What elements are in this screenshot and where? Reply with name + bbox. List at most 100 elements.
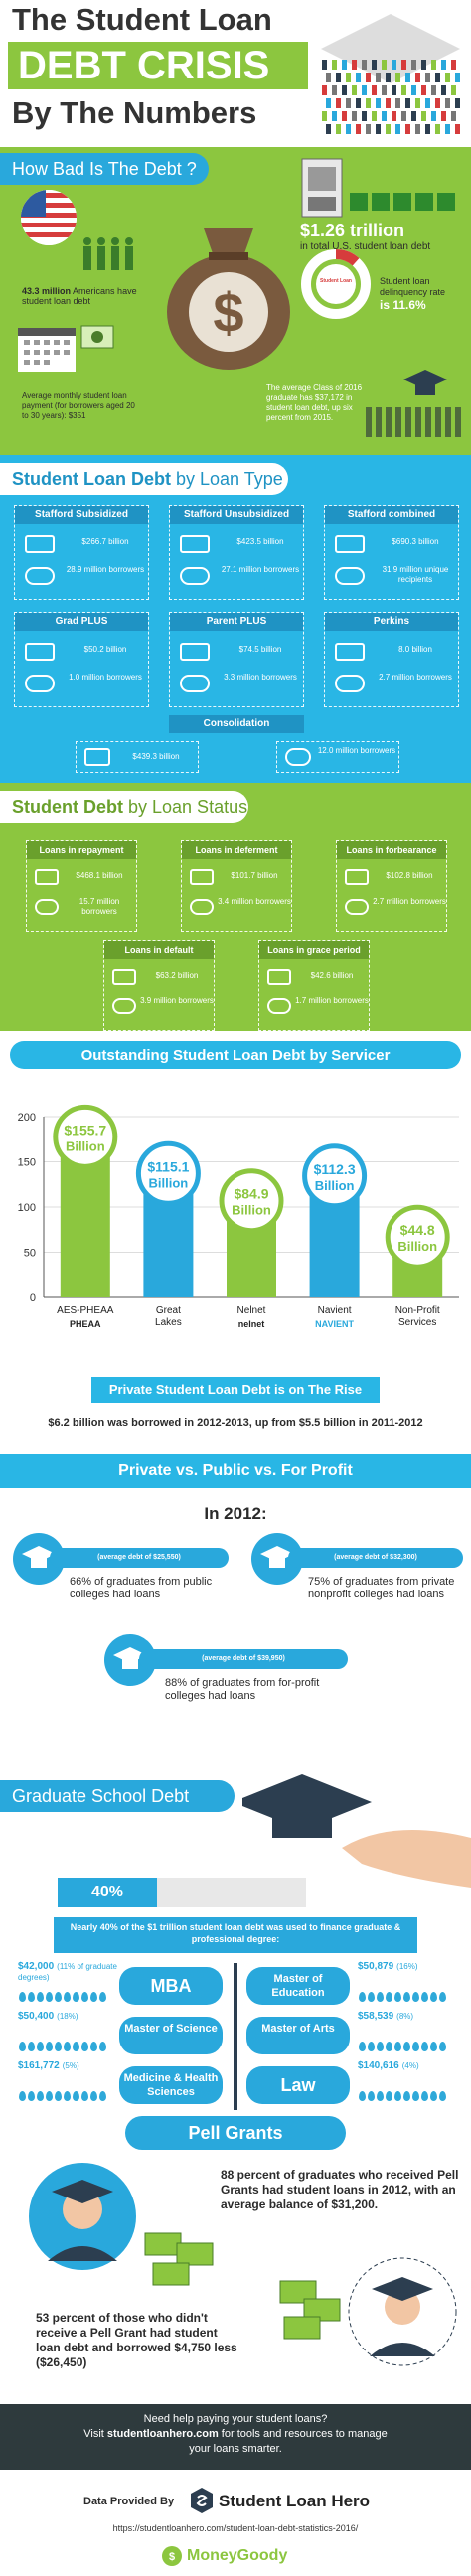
degree-pill: Master of Science [119, 2017, 223, 2054]
x-category-label: Non-Profit [395, 1305, 440, 1316]
loan-type-amount: 8.0 billion [398, 645, 432, 654]
loan-type-tab: Student Loan Debt by Loan Type [0, 463, 288, 495]
borrower-icon [267, 998, 291, 1014]
coins-icon [350, 193, 455, 211]
header: The Student Loan DEBT CRISIS By The Numb… [0, 0, 471, 147]
degree-pill: Medicine & Health Sciences [119, 2066, 223, 2104]
bar-value-unit: Billion [315, 1178, 355, 1193]
svg-text:$: $ [169, 2551, 175, 2563]
loan-type-tab-bold: Student Loan Debt [12, 469, 171, 489]
drop-icon [430, 1992, 437, 2002]
drop-icon [28, 2042, 35, 2051]
drop-icon [359, 2091, 366, 2101]
loan-type-name: Stafford Subsidized [15, 506, 148, 524]
drop-icon [46, 1992, 53, 2002]
svg-text:$: $ [213, 281, 243, 344]
bar-value-label: $84.9 [234, 1186, 268, 1202]
drop-icon [37, 2042, 44, 2051]
delinquency-value: is 11.6% [380, 298, 426, 312]
loan-type-borrowers: 3.3 million borrowers [224, 673, 297, 682]
drop-icon [412, 2042, 419, 2051]
drop-icon [412, 1992, 419, 2002]
loan-status-tab-rest: by Loan Status [123, 797, 248, 817]
loan-status-borrowers: 2.7 million borrowers [373, 897, 446, 906]
bar-value-unit: Billion [66, 1138, 105, 1153]
loan-type-name: Parent PLUS [170, 613, 303, 631]
drop-icon [439, 2042, 446, 2051]
drop-icon [386, 2091, 392, 2101]
loan-type-amount: $50.2 billion [83, 645, 127, 654]
borrower-icon [35, 899, 59, 915]
degree-divider [234, 1963, 237, 2110]
nonprofit-debt-pill: (average debt of $32,300) [288, 1548, 463, 1568]
drop-icon [403, 2042, 410, 2051]
drop-icon [99, 2042, 106, 2051]
total-debt-value: $1.26 trillion [300, 221, 405, 240]
loan-type-section: Student Loan Debt by Loan Type Stafford … [0, 455, 471, 783]
drop-icon [90, 2042, 97, 2051]
bar [143, 1193, 194, 1297]
bar-value-label: $155.7 [64, 1122, 106, 1137]
help-line3: your loans smarter. [189, 2443, 282, 2455]
borrower-icon [190, 899, 214, 915]
private-rise-section: Private Student Loan Debt is on The Rise… [0, 1369, 471, 1448]
total-debt: $1.26 trillion in total U.S. student loa… [300, 221, 469, 252]
borrower-icon [335, 567, 365, 585]
public-text: 66% of graduates from public colleges ha… [70, 1576, 213, 1600]
x-category-label: Lakes [155, 1317, 182, 1328]
header-title-line3: By The Numbers [12, 95, 257, 130]
how-bad-tab: How Bad Is The Debt ? [0, 153, 209, 185]
private-public-year: In 2012: [204, 1504, 267, 1523]
loan-status-name: Loans in grace period [259, 941, 369, 959]
source-url[interactable]: https://studentloanhero.com/student-loan… [112, 2523, 359, 2533]
degree-value-share: (16%) [396, 1962, 418, 1971]
loan-status-card: Loans in forbearance $102.8 billion 2.7 mi… [336, 840, 447, 932]
x-category-label: Services [398, 1317, 436, 1328]
bar-value-bubble [53, 1104, 118, 1169]
borrower-icon [25, 567, 55, 585]
degree-value-number: $161,772 [18, 2060, 60, 2071]
drop-icon [55, 2091, 62, 2101]
how-bad-section: How Bad Is The Debt ? 43.3 million Ameri… [0, 147, 471, 455]
money-icon [35, 869, 59, 885]
drop-icon [64, 1992, 71, 2002]
forprofit-debt-pill: (average debt of $39,950) [139, 1649, 348, 1669]
drop-icon [46, 2042, 53, 2051]
loan-type-card: Grad PLUS $50.2 billion 1.0 million borrow… [14, 612, 149, 707]
borrower-icon [112, 998, 136, 1014]
degree-value-share: (18%) [57, 2012, 78, 2021]
loan-type-borrowers: 28.9 million borrowers [66, 565, 145, 574]
loan-status-amount: $101.7 billion [231, 871, 278, 880]
bar-value-unit: Billion [149, 1175, 189, 1190]
loan-type-name: Perkins [325, 613, 458, 631]
drop-icon [81, 2042, 88, 2051]
drop-icon [99, 1992, 106, 2002]
drop-icon [439, 2091, 446, 2101]
crowd-icon [366, 407, 461, 437]
grad-cap-hand-icon [242, 1774, 471, 1888]
degree-value: $140,616 (4%) [358, 2060, 457, 2071]
money-bag-icon: $ [167, 228, 290, 370]
bar-value-bubble [135, 1140, 201, 1206]
help-link[interactable]: studentloanhero.com [106, 2428, 219, 2440]
degree-value: $161,772 (5%) [18, 2060, 117, 2071]
loan-status-tab: Student Debt by Loan Status [0, 791, 248, 823]
borrower-icon [345, 899, 369, 915]
loan-type-amount: $423.5 billion [236, 537, 284, 546]
degree-value-number: $58,539 [358, 2011, 394, 2022]
drop-icon [73, 1992, 79, 2002]
drop-icon-row [18, 2088, 117, 2106]
loan-status-borrowers: 3.4 million borrowers [218, 897, 291, 906]
degree-value: $50,400 (18%) [18, 2011, 117, 2022]
x-category-label: Nelnet [237, 1305, 266, 1316]
bar-value-unit: Billion [397, 1239, 437, 1254]
brand-name: Student Loan Hero [219, 2492, 371, 2510]
loan-type-card: Stafford Subsidized $266.7 billion 28.9 mi… [14, 505, 149, 600]
pell-stat2: 53 percent of those who didn't receive a… [36, 2311, 237, 2369]
help-line2-prefix: Visit [83, 2428, 107, 2440]
loan-status-card: Loans in default $63.2 billion 3.9 million… [103, 940, 215, 1031]
degree-value-share: (5%) [62, 2061, 79, 2070]
drop-icon [19, 2091, 26, 2101]
grad-school-tab: Graduate School Debt [0, 1780, 235, 1812]
degree-value-share: (4%) [401, 2061, 419, 2070]
